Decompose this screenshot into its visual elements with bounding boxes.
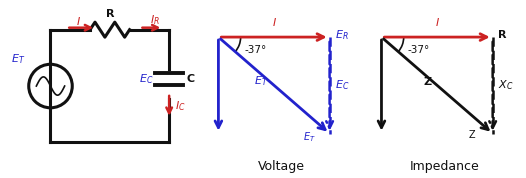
Text: $E_R$: $E_R$ bbox=[335, 28, 349, 42]
Text: -37°: -37° bbox=[408, 45, 430, 55]
Text: R: R bbox=[106, 9, 114, 19]
Text: $E_C$: $E_C$ bbox=[335, 78, 350, 92]
Text: Voltage: Voltage bbox=[258, 160, 305, 173]
Text: I: I bbox=[77, 17, 80, 27]
Text: R: R bbox=[498, 30, 507, 40]
Text: $E_C$: $E_C$ bbox=[139, 72, 154, 86]
Text: $I_R$: $I_R$ bbox=[150, 13, 160, 27]
Text: Z: Z bbox=[423, 77, 431, 87]
Text: $E_T$: $E_T$ bbox=[254, 75, 268, 88]
Text: $E_T$: $E_T$ bbox=[11, 53, 25, 66]
Text: C: C bbox=[187, 74, 195, 84]
Text: Impedance: Impedance bbox=[410, 160, 479, 173]
Text: I: I bbox=[272, 18, 276, 28]
Text: I: I bbox=[436, 18, 439, 28]
Text: -37°: -37° bbox=[245, 45, 267, 55]
Text: $E_T$: $E_T$ bbox=[303, 130, 316, 144]
Text: $I_C$: $I_C$ bbox=[175, 99, 186, 113]
Text: Z: Z bbox=[469, 130, 476, 140]
Text: $X_C$: $X_C$ bbox=[498, 78, 514, 92]
